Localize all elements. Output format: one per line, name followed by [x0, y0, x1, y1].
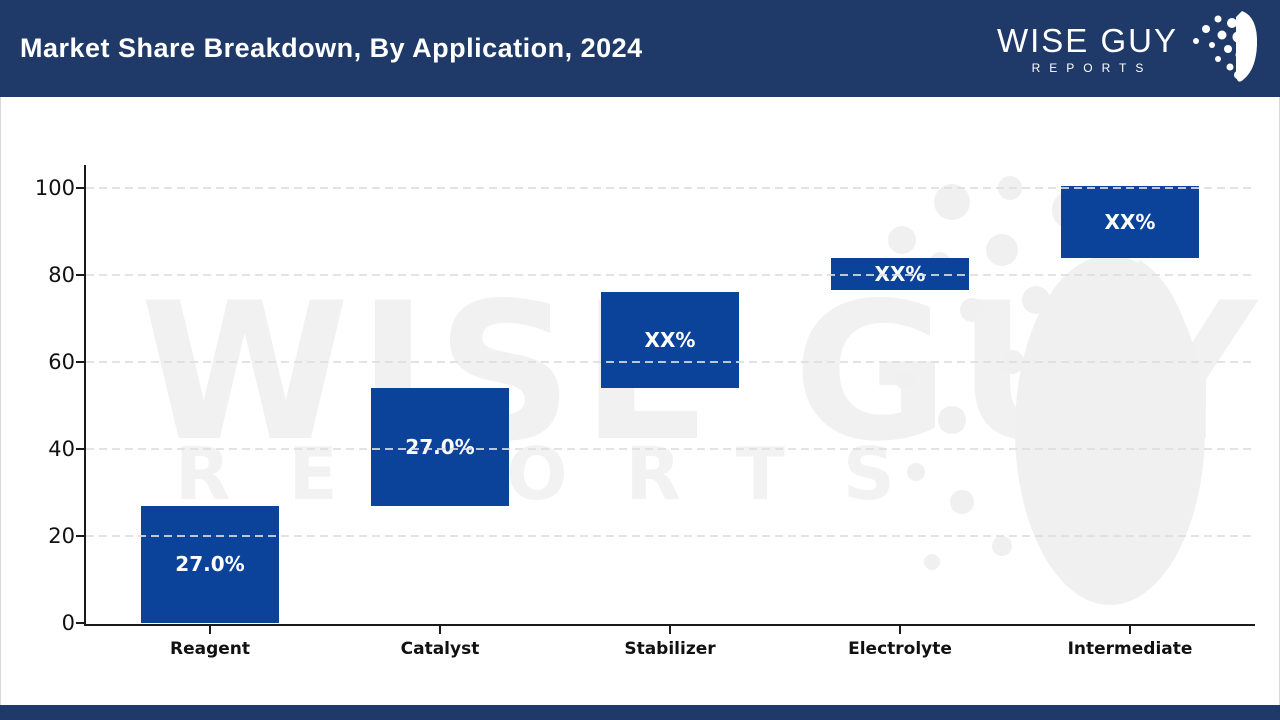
bar-reagent: 27.0% [141, 505, 279, 623]
bar-value-label: XX% [874, 261, 926, 286]
gridline [86, 535, 1255, 537]
bar-value-label: XX% [644, 328, 696, 353]
wiseguy-logo-text: WISE GUY REPORTS [997, 24, 1178, 74]
bar-electrolyte: XX% [831, 257, 969, 291]
gridline [86, 187, 1255, 189]
y-tick-label: 60 [48, 350, 75, 374]
bar-stabilizer: XX% [601, 292, 739, 389]
bar-intermediate: XX% [1061, 185, 1199, 258]
x-axis-line [85, 624, 1255, 626]
page-title: Market Share Breakdown, By Application, … [20, 33, 643, 63]
x-tick-mark [899, 626, 901, 634]
gridline [86, 361, 1255, 363]
wiseguy-face-logo-icon [1193, 10, 1258, 82]
bar-value-label: 27.0% [175, 552, 245, 577]
gridline [86, 448, 1255, 450]
y-tick-label: 100 [34, 176, 75, 200]
y-axis-line [84, 165, 86, 626]
bar-value-label: 27.0% [405, 434, 475, 459]
x-tick-mark [669, 626, 671, 634]
watermark-reports-text: REPORTS [175, 432, 953, 516]
x-category-label: Electrolyte [848, 639, 952, 659]
y-tick-mark [76, 622, 84, 624]
y-tick-label: 40 [48, 437, 75, 461]
x-tick-mark [1129, 626, 1131, 634]
gridline [86, 274, 1255, 276]
x-category-label: Reagent [169, 639, 251, 659]
x-category-label: Catalyst [400, 639, 480, 659]
y-tick-mark [76, 187, 84, 189]
x-category-label: Intermediate [1067, 639, 1193, 659]
x-tick-mark [439, 626, 441, 634]
footer-bar [0, 705, 1280, 720]
wiseguy-logo: WISE GUY REPORTS [997, 7, 1260, 91]
bar-value-label: XX% [1104, 209, 1156, 234]
y-tick-label: 20 [48, 524, 75, 548]
y-tick-mark [76, 535, 84, 537]
logo-reports-label: REPORTS [1031, 60, 1153, 75]
bar-catalyst: 27.0% [371, 388, 509, 506]
y-tick-mark [76, 274, 84, 276]
watermark-face-dots-icon [888, 176, 1205, 605]
logo-wiseguy-label: WISE GUY [996, 21, 1178, 59]
y-tick-mark [76, 361, 84, 363]
x-category-label: Stabilizer [624, 639, 716, 659]
x-tick-mark [209, 626, 211, 634]
y-tick-label: 0 [61, 611, 75, 635]
y-tick-mark [76, 448, 84, 450]
y-tick-label: 80 [48, 263, 75, 287]
header-bar: Market Share Breakdown, By Application, … [0, 0, 1280, 97]
